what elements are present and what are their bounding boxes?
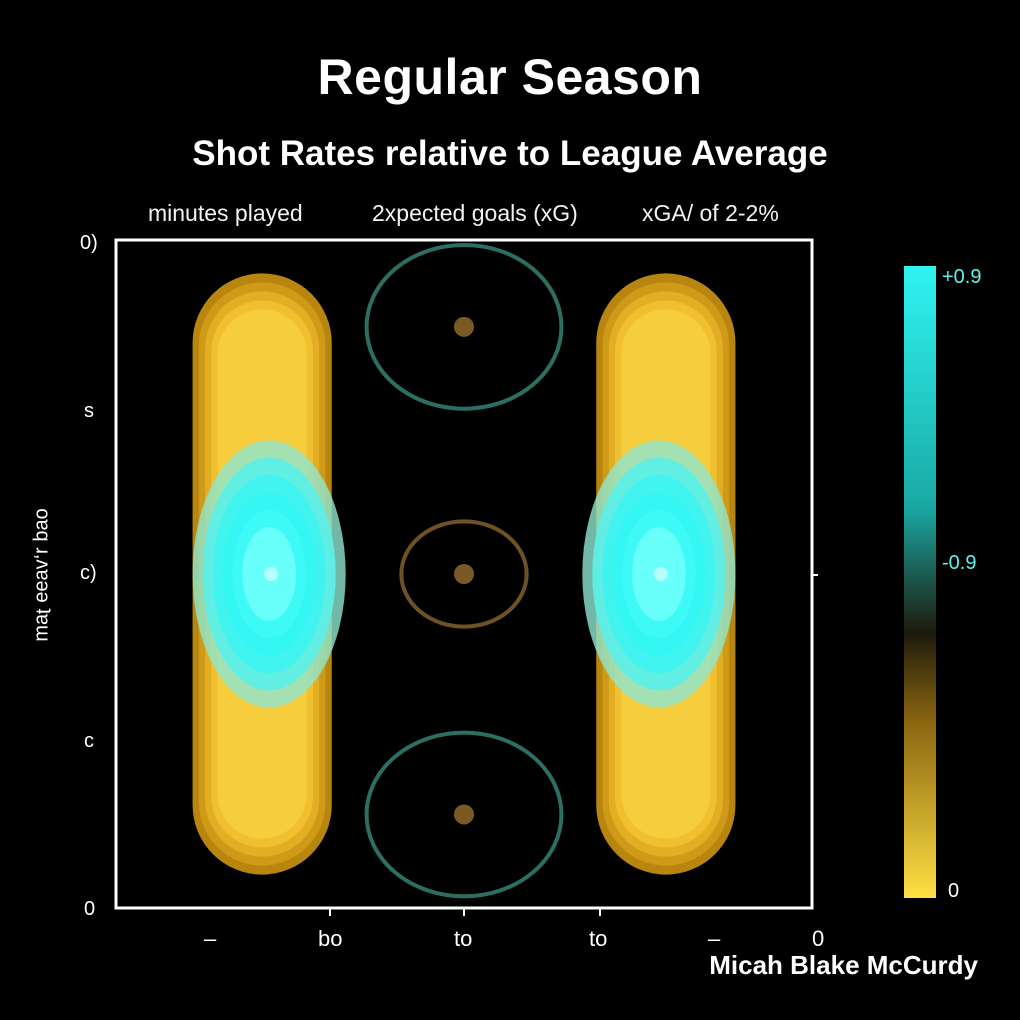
y-tick-label-middle: c) (80, 562, 97, 584)
y-tick-label-upper: s (84, 400, 94, 422)
faceoff-dot-2 (454, 804, 474, 825)
faceoff-circle-0 (364, 242, 564, 411)
colorbar-label-top: +0.9 (942, 266, 982, 288)
x-tick-label-1: – (204, 926, 217, 951)
y-tick-label-top: 0) (80, 232, 98, 254)
chart-subtitle: Shot Rates relative to League Average (192, 134, 828, 173)
x-tick-label-5: – (708, 926, 721, 951)
colorbar-label-mid: -0.9 (942, 552, 977, 574)
column-label-minutes: minutes played (148, 200, 303, 226)
chart-title: Regular Season (317, 49, 703, 105)
column-label-xg: 2xpected goals (xG) (372, 200, 578, 226)
x-tick-label-2: bo (318, 926, 343, 951)
colorbar-label-bottom: 0 (948, 880, 960, 902)
x-tick-label-4: to (589, 926, 608, 951)
faceoff-dot-1 (454, 564, 474, 584)
y-tick-label-lower: c (84, 730, 94, 752)
high-rate-peak-3 (653, 567, 668, 581)
high-rate-peak-1 (264, 567, 279, 581)
x-tick-label-3: to (454, 926, 473, 951)
column-label-xga: xGA/ of 2-2% (642, 200, 779, 226)
y-tick-label-bottom: 0 (84, 898, 96, 920)
x-tick-label-6: 0 (812, 926, 825, 951)
faceoff-circle-2 (364, 730, 564, 899)
author-credit: Micah Blake McCurdy (709, 950, 978, 980)
faceoff-circle-1 (399, 519, 529, 629)
faceoff-dot-0 (454, 316, 474, 337)
y-axis-label: oɐq ɹ,ʌɐǝǝ ʇɐɯ (31, 508, 54, 642)
colorbar (904, 266, 936, 898)
